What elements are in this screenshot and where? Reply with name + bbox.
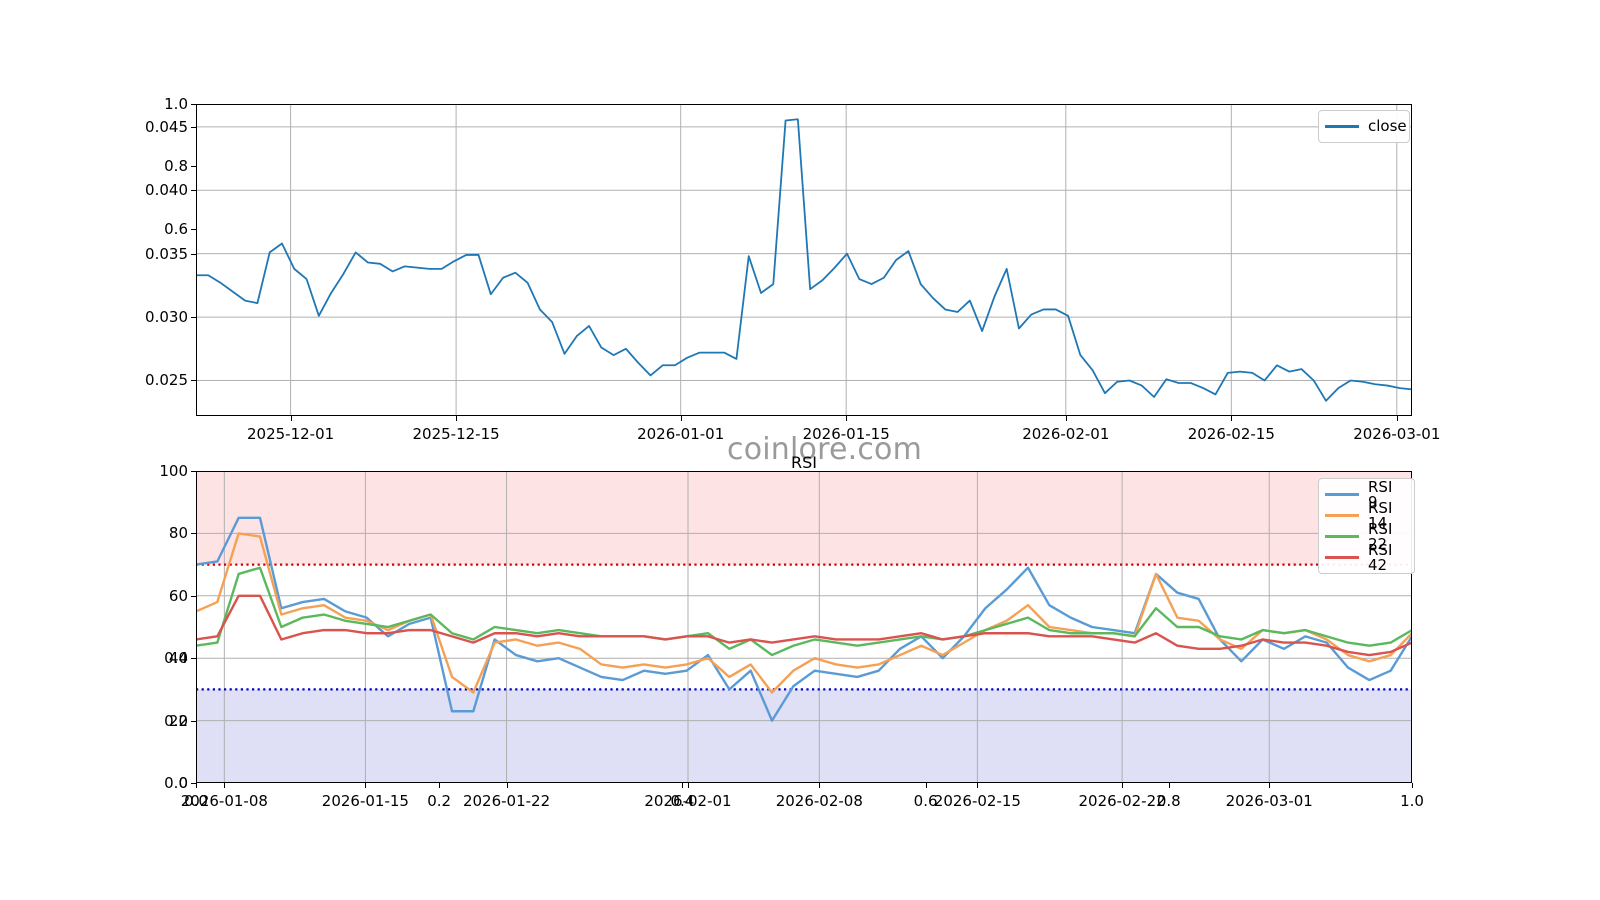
rsi-y-tick-label-secondary: 0.0 [164,774,188,792]
axis-tick-mark [191,317,196,319]
price-x-tick-label: 2026-02-15 [1187,425,1275,443]
axis-tick-mark [224,783,226,788]
price-chart-panel [196,104,1412,416]
axis-tick-mark [191,471,196,472]
rsi-plot-area [196,471,1412,783]
price-x-tick-label: 2025-12-15 [412,425,500,443]
rsi-panel-title: RSI [791,453,817,472]
price-y-tick-label: 0.040 [145,181,188,200]
rsi-y-tick-label: 80 [168,524,188,543]
rsi-y-tick-label-secondary: 0.2 [164,711,188,730]
axis-tick-mark [687,783,689,788]
rsi-x-tick-label-secondary: 0.4 [670,792,695,810]
watermark: coinlore.com [727,432,923,467]
axis-tick-mark [196,783,197,788]
axis-tick-mark [846,416,848,421]
rsi-x-tick-label: 2026-01-15 [321,792,409,810]
rsi-x-tick-label: 2026-02-08 [775,792,863,810]
axis-tick-mark [977,783,979,788]
axis-tick-mark [191,533,196,535]
legend-item[interactable]: RSI 42 [1325,542,1406,572]
rsi-y-tick-label: 20 [168,711,188,730]
price-x-tick-label: 2026-03-01 [1353,425,1441,443]
axis-tick-mark [191,595,196,597]
price-y-tick-label-secondary: 1.0 [164,95,188,113]
price-x-tick-label: 2025-12-01 [247,425,335,443]
axis-tick-mark [819,783,821,788]
axis-tick-mark [1168,783,1170,788]
axis-tick-mark [365,783,367,788]
axis-tick-mark [456,416,458,421]
legend-color-swatch [1325,556,1359,559]
price-legend[interactable]: close [1318,110,1410,143]
rsi-legend[interactable]: RSI 9 RSI 14 RSI 22 RSI 42 [1318,478,1415,574]
legend-item[interactable]: RSI 22 [1325,521,1406,551]
axis-tick-mark [682,783,684,788]
rsi-y-tick-label: 0 [178,774,188,792]
legend-item-label: RSI 42 [1368,540,1393,574]
price-y-tick-label-secondary: 0.8 [164,157,188,176]
legend-item-label: RSI 9 [1368,477,1393,511]
axis-tick-mark [1412,783,1413,788]
rsi-x-tick-label: 2026-02-01 [644,792,732,810]
price-y-tick-label: 0.030 [145,308,188,327]
legend-item[interactable]: RSI 9 [1325,479,1406,509]
axis-tick-mark [925,783,927,788]
axis-tick-mark [191,380,196,382]
price-y-tick-label: 0.025 [145,371,188,390]
rsi-y-tick-label: 40 [168,649,188,668]
rsi-x-tick-label: 2026-03-01 [1225,792,1313,810]
axis-tick-mark [439,783,441,788]
axis-tick-mark [1231,416,1233,421]
price-x-tick-label: 2026-01-15 [802,425,890,443]
axis-tick-mark [191,658,196,660]
axis-tick-mark [191,228,196,230]
legend-color-swatch [1325,514,1359,517]
axis-tick-mark [290,416,292,421]
rsi-x-tick-label-secondary: 0.2 [427,792,452,810]
axis-tick-mark [1269,783,1271,788]
axis-tick-mark [191,720,196,722]
rsi-y-tick-label-secondary: 0.4 [164,649,188,668]
legend-item-label: close [1368,117,1407,135]
axis-tick-mark [680,416,682,421]
rsi-x-tick-label: 2026-01-22 [462,792,551,810]
legend-item-label: RSI 14 [1368,498,1393,532]
axis-tick-mark [191,783,196,784]
legend-item[interactable]: RSI 14 [1325,500,1406,530]
price-x-tick-label: 2026-02-01 [1022,425,1110,443]
rsi-y-tick-label: 60 [168,586,188,605]
legend-color-swatch [1325,535,1359,538]
price-y-tick-label-secondary: 0.6 [164,219,188,238]
price-plot-area [196,104,1412,416]
legend-color-swatch [1325,493,1359,496]
legend-item-label: RSI 22 [1368,519,1393,553]
rsi-x-tick-label-secondary: 0.6 [913,792,938,810]
axis-tick-mark [191,166,196,168]
legend-item[interactable]: close [1325,116,1407,137]
rsi-x-tick-label-secondary: 0.0 [184,792,208,810]
rsi-x-tick-label-secondary: 1.0 [1400,792,1424,810]
rsi-x-tick-label: 2026-01-08 [180,792,268,810]
axis-tick-mark [191,253,196,255]
rsi-chart-panel [196,471,1412,783]
price-x-tick-label: 2026-01-01 [637,425,725,443]
axis-tick-mark [1396,416,1398,421]
axis-tick-mark [191,126,196,128]
axis-tick-mark [506,783,508,788]
price-y-tick-label: 0.045 [145,117,188,136]
rsi-x-tick-label-secondary: 0.8 [1156,792,1181,810]
rsi-y-tick-label: 100 [159,462,188,480]
rsi-x-tick-label: 2026-02-22 [1078,792,1166,810]
legend-color-swatch [1325,125,1359,128]
axis-tick-mark [191,190,196,192]
axis-tick-mark [1065,416,1067,421]
axis-tick-mark [1122,783,1124,788]
rsi-x-tick-label: 2026-02-15 [933,792,1021,810]
price-y-tick-label: 0.035 [145,244,188,263]
axis-tick-mark [191,104,196,105]
